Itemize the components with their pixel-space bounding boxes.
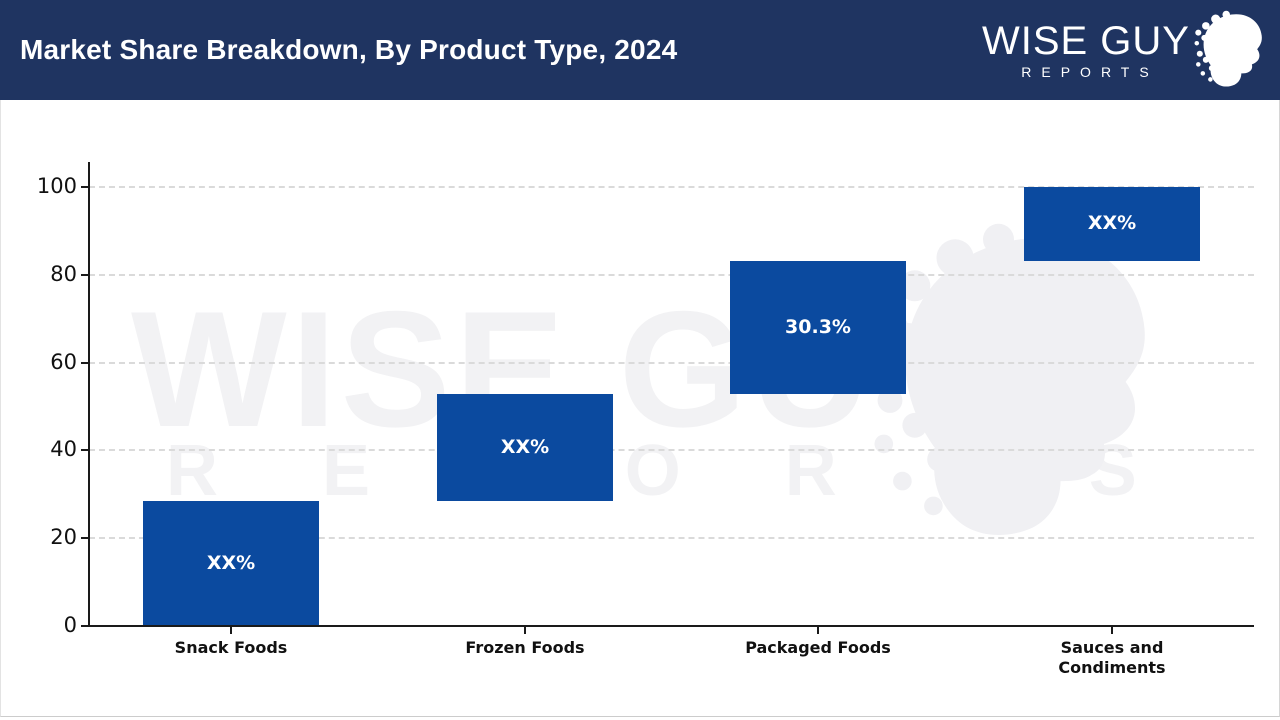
category-label-3: Sauces and Condiments (1058, 638, 1166, 677)
y-tick-40 (81, 449, 89, 452)
brand-wordmark: WISE GUY REPORTS (982, 21, 1190, 80)
brand-subtext: REPORTS (1021, 63, 1159, 80)
y-tick-20 (81, 537, 89, 540)
x-tick-3 (1111, 627, 1113, 634)
y-tick-label-100: 100 (36, 174, 77, 198)
y-tick-label-40: 40 (50, 437, 77, 462)
y-axis-line (88, 162, 90, 627)
plot-area: 0 20 40 60 80 100 XX% Snack Foods XX% Frozen Food… (1, 100, 1280, 717)
gridline-60 (89, 361, 1254, 364)
bar-value-label-2: 30.3% (785, 315, 851, 338)
category-label-2: Packaged Foods (745, 638, 891, 657)
brand-logo: WISE GUY REPORTS (982, 10, 1280, 90)
y-tick-label-60: 60 (50, 349, 77, 374)
y-tick-label-80: 80 (50, 261, 77, 286)
chart-canvas: WISE GUY R E P O R T S 0 20 40 60 80 100 XX% Sn… (0, 100, 1280, 717)
y-tick-60 (81, 361, 89, 364)
gridline-80 (89, 273, 1254, 276)
brand-name: WISE GUY (981, 18, 1190, 63)
bar-2 (730, 261, 906, 395)
x-tick-2 (817, 627, 819, 634)
y-tick-0 (81, 625, 89, 627)
x-tick-0 (230, 627, 232, 634)
y-tick-100 (81, 186, 89, 188)
bar-value-label-1: XX% (500, 435, 550, 458)
bar-3 (1024, 187, 1200, 262)
y-tick-label-20: 20 (50, 525, 77, 550)
bar-0 (143, 501, 319, 626)
category-label-1: Frozen Foods (465, 638, 585, 657)
bar-1 (437, 394, 613, 502)
page-title: Market Share Breakdown, By Product Type,… (20, 34, 678, 65)
x-axis-line (88, 625, 1254, 627)
face-icon (1194, 10, 1262, 87)
gridline-100 (89, 186, 1254, 188)
gridline-40 (89, 449, 1254, 452)
category-label-0: Snack Foods (174, 638, 288, 657)
gridline-20 (89, 537, 1254, 540)
bar-value-label-0: XX% (206, 551, 256, 574)
y-tick-80 (81, 273, 89, 276)
bar-value-label-3: XX% (1087, 212, 1137, 235)
x-tick-1 (524, 627, 526, 634)
header: Market Share Breakdown, By Product Type,… (0, 0, 1280, 100)
y-tick-label-0: 0 (63, 613, 77, 637)
